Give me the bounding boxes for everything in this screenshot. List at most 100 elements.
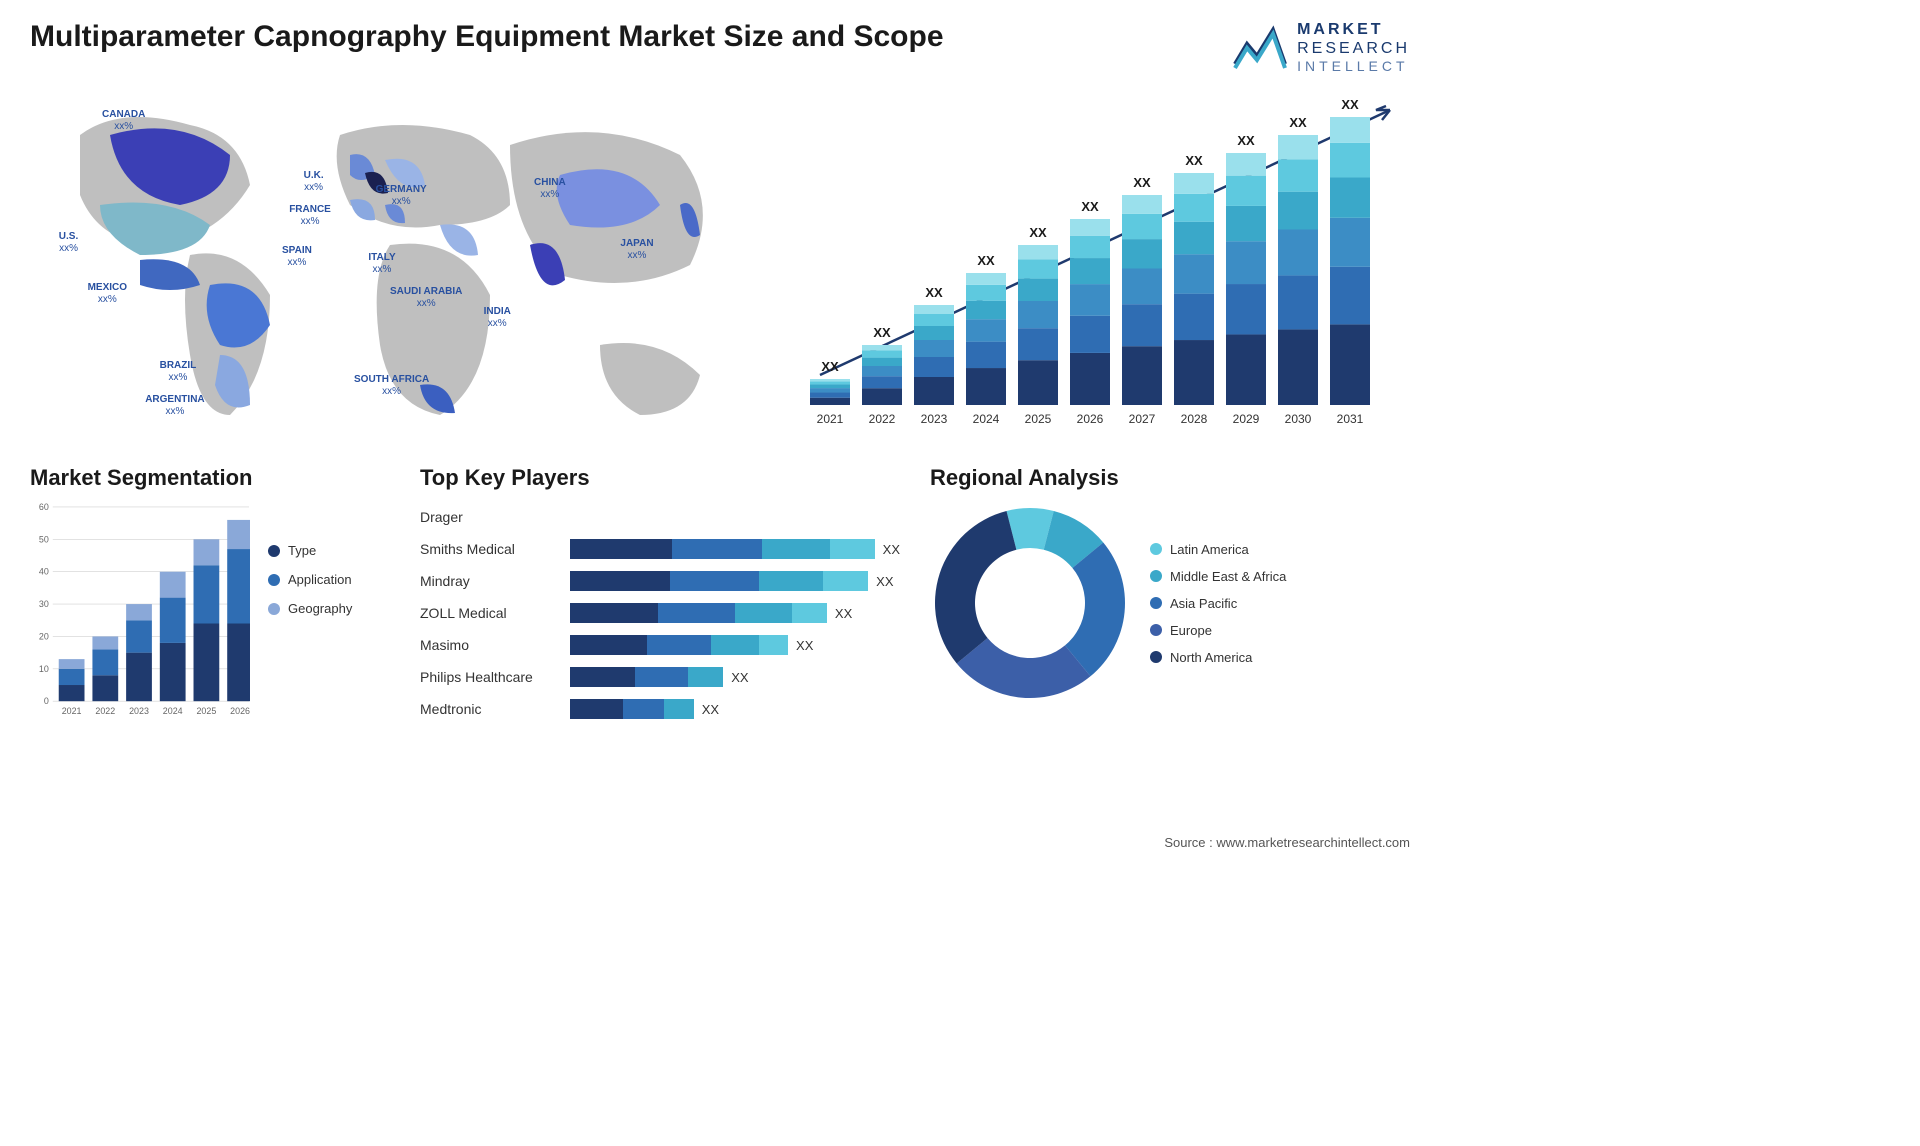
- main-bar-segment: [966, 368, 1006, 405]
- legend-dot-icon: [1150, 543, 1162, 555]
- legend-dot-icon: [1150, 624, 1162, 636]
- legend-label: North America: [1170, 650, 1252, 665]
- main-bar-segment: [966, 301, 1006, 319]
- player-name: Smiths Medical: [420, 541, 570, 557]
- seg-category: 2026: [230, 706, 250, 716]
- key-players-panel: Top Key Players DragerSmiths MedicalXXMi…: [420, 465, 900, 735]
- logo-line-2: RESEARCH: [1297, 39, 1410, 58]
- seg-bar-segment: [227, 520, 250, 549]
- seg-bar-segment: [194, 540, 220, 566]
- main-bar-category: 2030: [1285, 412, 1312, 426]
- seg-bar-segment: [194, 624, 220, 702]
- map-label: CANADAxx%: [102, 109, 145, 133]
- map-label: U.S.xx%: [59, 231, 78, 255]
- main-bar-segment: [1122, 214, 1162, 239]
- player-value: XX: [702, 702, 719, 717]
- map-label: ITALYxx%: [368, 252, 395, 276]
- legend-dot-icon: [268, 545, 280, 557]
- seg-bar-segment: [92, 675, 118, 701]
- main-bar-category: 2024: [973, 412, 1000, 426]
- market-segmentation-panel: Market Segmentation 01020304050602021202…: [30, 465, 390, 735]
- region-legend-item: Middle East & Africa: [1150, 569, 1286, 584]
- main-bar-segment: [810, 382, 850, 385]
- player-bar-segment: [792, 603, 827, 623]
- main-bar-segment: [1018, 328, 1058, 360]
- player-bar-segment: [762, 539, 830, 559]
- main-bar-segment: [1174, 194, 1214, 222]
- seg-bar-segment: [227, 624, 250, 702]
- legend-label: Europe: [1170, 623, 1212, 638]
- seg-bar-segment: [227, 549, 250, 623]
- map-label: SAUDI ARABIAxx%: [390, 286, 462, 310]
- player-bar: XX: [570, 635, 900, 655]
- player-bar-segment: [688, 667, 723, 687]
- key-players-title: Top Key Players: [420, 465, 900, 491]
- seg-ytick: 40: [39, 567, 49, 577]
- player-row: Drager: [420, 503, 900, 531]
- main-bar-value: XX: [1289, 115, 1307, 130]
- main-bar-segment: [1278, 159, 1318, 191]
- seg-category: 2024: [163, 706, 183, 716]
- player-bar: XX: [570, 699, 900, 719]
- seg-legend-item: Geography: [268, 601, 352, 616]
- seg-bar-segment: [160, 643, 186, 701]
- main-bar-value: XX: [1237, 133, 1255, 148]
- main-bar-segment: [1070, 219, 1110, 236]
- map-label: SPAINxx%: [282, 245, 312, 269]
- segmentation-title: Market Segmentation: [30, 465, 390, 491]
- main-bar-value: XX: [1081, 199, 1099, 214]
- main-bar-segment: [1070, 236, 1110, 258]
- main-bar-value: XX: [925, 285, 943, 300]
- main-bar-segment: [966, 342, 1006, 368]
- main-bar-segment: [1330, 178, 1370, 218]
- seg-ytick: 30: [39, 599, 49, 609]
- main-bar-value: XX: [977, 253, 995, 268]
- map-label: ARGENTINAxx%: [145, 394, 204, 418]
- logo-line-1: MARKET: [1297, 20, 1410, 39]
- main-bar-segment: [1174, 294, 1214, 340]
- seg-category: 2023: [129, 706, 149, 716]
- key-players-list: DragerSmiths MedicalXXMindrayXXZOLL Medi…: [420, 503, 900, 723]
- main-bar-segment: [1174, 254, 1214, 293]
- map-label: U.K.xx%: [304, 170, 324, 194]
- main-bar-category: 2021: [817, 412, 844, 426]
- main-bar-segment: [1018, 279, 1058, 301]
- legend-dot-icon: [268, 603, 280, 615]
- main-bar-segment: [1174, 222, 1214, 254]
- player-name: Masimo: [420, 637, 570, 653]
- main-bar-segment: [1122, 269, 1162, 305]
- source-attribution: Source : www.marketresearchintellect.com: [1164, 835, 1410, 850]
- player-bar-segment: [647, 635, 712, 655]
- player-name: Drager: [420, 509, 570, 525]
- main-bar-segment: [810, 388, 850, 392]
- player-bar-segment: [735, 603, 792, 623]
- main-bar-category: 2022: [869, 412, 896, 426]
- player-bar: XX: [570, 603, 900, 623]
- main-bar-segment: [810, 385, 850, 389]
- seg-bar-segment: [160, 572, 186, 598]
- map-label: FRANCExx%: [289, 204, 331, 228]
- legend-label: Latin America: [1170, 542, 1249, 557]
- seg-ytick: 20: [39, 632, 49, 642]
- map-label: JAPANxx%: [620, 238, 653, 262]
- main-bar-value: XX: [821, 359, 839, 374]
- player-bar-segment: [759, 571, 824, 591]
- seg-bar-segment: [59, 685, 85, 701]
- player-name: Medtronic: [420, 701, 570, 717]
- player-bar-segment: [658, 603, 735, 623]
- player-row: ZOLL MedicalXX: [420, 599, 900, 627]
- player-value: XX: [731, 670, 748, 685]
- logo-line-3: INTELLECT: [1297, 58, 1410, 75]
- player-row: MasimoXX: [420, 631, 900, 659]
- legend-dot-icon: [1150, 570, 1162, 582]
- main-bar-segment: [1070, 258, 1110, 284]
- seg-ytick: 50: [39, 534, 49, 544]
- player-value: XX: [835, 606, 852, 621]
- main-bar-segment: [914, 326, 954, 340]
- main-bar-segment: [1278, 330, 1318, 406]
- regional-legend: Latin AmericaMiddle East & AfricaAsia Pa…: [1150, 542, 1286, 665]
- main-bar-segment: [1226, 335, 1266, 406]
- main-bar-value: XX: [873, 325, 891, 340]
- map-label: BRAZILxx%: [160, 360, 197, 384]
- main-bar-segment: [1278, 230, 1318, 276]
